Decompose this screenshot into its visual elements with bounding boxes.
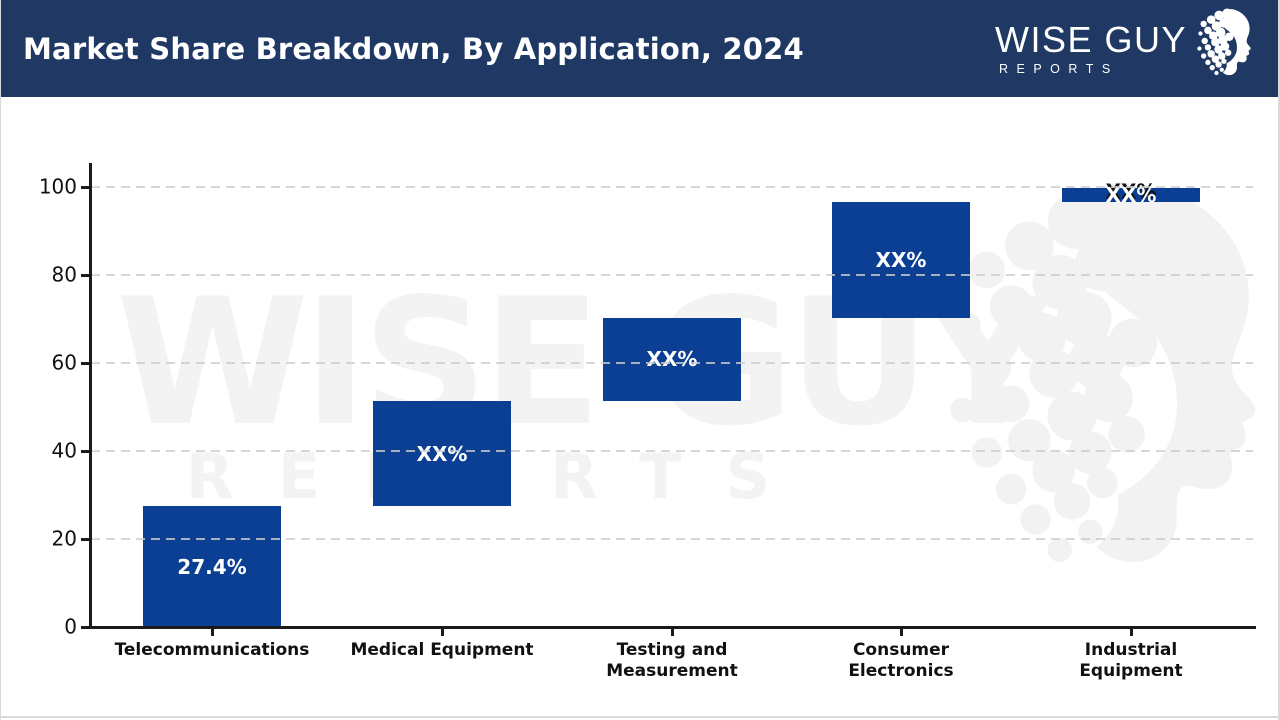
gridline — [91, 186, 1253, 188]
y-tick-label: 20 — [51, 526, 77, 551]
wise-guy-logo: WISE GUY REPORTS — [995, 8, 1257, 90]
bar-value-label: XX% — [646, 347, 698, 372]
y-tick-mark — [81, 186, 89, 189]
y-tick-label: 60 — [51, 350, 77, 375]
bar-segment: XX% — [373, 400, 511, 507]
logo-text: WISE GUY REPORTS — [994, 18, 1187, 76]
y-tick-mark — [81, 362, 89, 365]
bar-segment: 27.4% — [143, 506, 281, 627]
y-tick-label: 0 — [64, 614, 77, 639]
bar-value-label: 27.4% — [177, 554, 247, 579]
x-tick-mark — [441, 628, 444, 636]
y-tick-mark — [81, 626, 89, 629]
x-category-label: Industrial Equipment — [1079, 640, 1183, 681]
y-tick-mark — [81, 274, 89, 277]
x-axis-line — [89, 626, 1256, 629]
header-bar: Market Share Breakdown, By Application, … — [1, 0, 1278, 97]
x-tick-mark — [671, 628, 674, 636]
gridline — [91, 450, 1253, 452]
bar-segment: XX% — [1062, 184, 1200, 206]
y-tick-mark — [81, 538, 89, 541]
x-category-label: Consumer Electronics — [848, 640, 954, 681]
bar-value-label: XX% — [875, 248, 927, 273]
page-bottom-rule — [1, 716, 1278, 718]
page-title: Market Share Breakdown, By Application, … — [23, 31, 804, 66]
bar-segment: XX% — [603, 318, 741, 401]
logo-subtitle: REPORTS — [998, 61, 1119, 76]
y-tick-label: 40 — [51, 438, 77, 463]
y-tick-mark — [81, 450, 89, 453]
gridline — [91, 538, 1253, 540]
gridline — [91, 274, 1253, 276]
bar-segment: XX% — [832, 201, 970, 319]
logo-head-icon — [1193, 8, 1257, 90]
gridline — [91, 362, 1253, 364]
x-tick-mark — [1130, 628, 1133, 636]
x-category-label: Medical Equipment — [350, 640, 534, 660]
bar-value-label: XX% — [416, 441, 468, 466]
y-axis-line — [89, 163, 92, 627]
x-tick-mark — [900, 628, 903, 636]
x-category-label: Telecommunications — [114, 640, 310, 660]
x-category-label: Testing and Measurement — [606, 640, 738, 681]
y-tick-label: 100 — [38, 174, 77, 199]
x-tick-mark — [211, 628, 214, 636]
waterfall-chart: 0 20 40 60 80 100 27.4% XX% XX% XX% XX% Telecommuni… — [1, 97, 1278, 720]
bar-value-label: XX% — [1105, 183, 1157, 208]
y-tick-label: 80 — [51, 262, 77, 287]
logo-wordmark: WISE GUY — [994, 18, 1187, 60]
